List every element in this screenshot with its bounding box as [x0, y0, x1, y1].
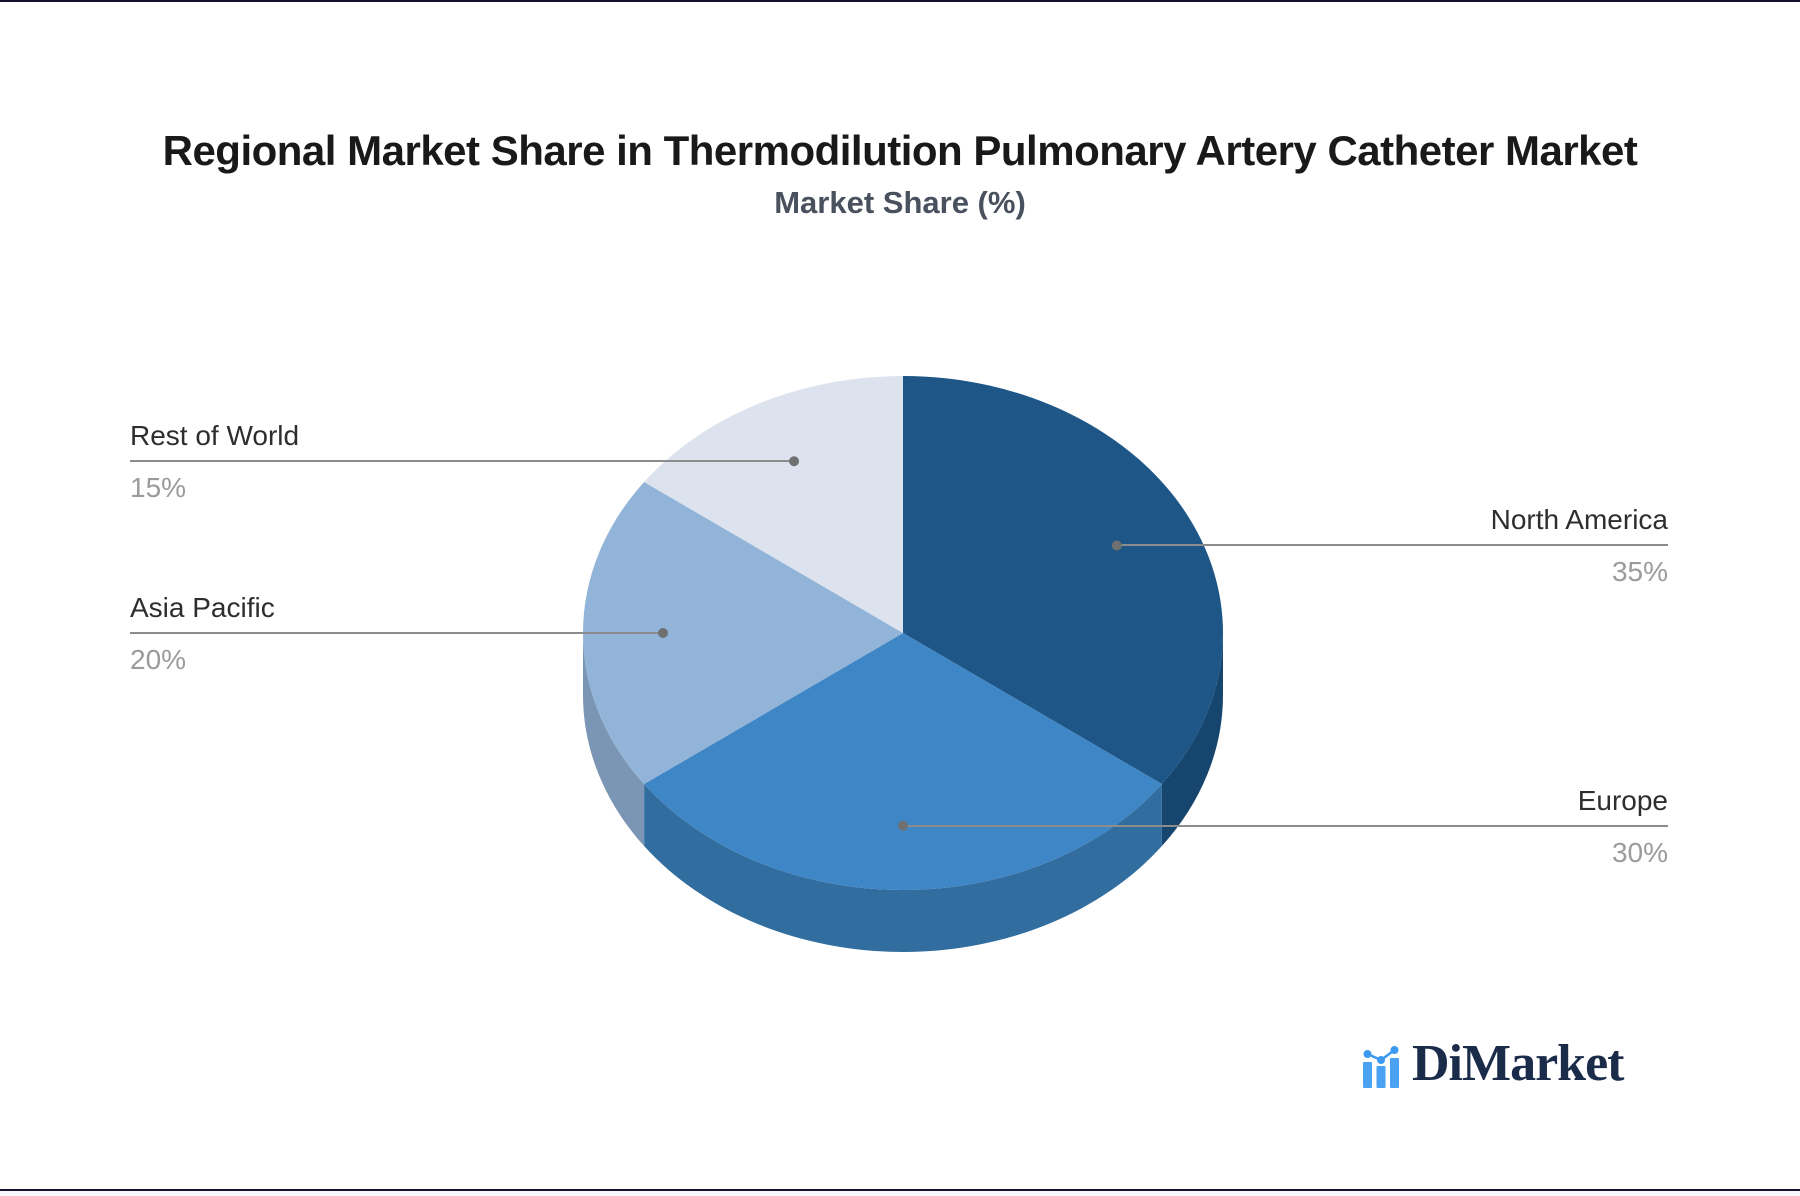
- pie-slice-north-america[interactable]: [903, 376, 1224, 785]
- chart-title: Regional Market Share in Thermodilution …: [162, 127, 1638, 174]
- callout-label: Europe: [1577, 785, 1668, 816]
- callout-asia-pacific: Asia Pacific 20%: [130, 591, 275, 677]
- callout-label: Asia Pacific: [130, 592, 275, 623]
- callout-value: 15%: [130, 472, 187, 503]
- callout-dot-europe: [898, 820, 908, 831]
- bottom-border-rule: [0, 1189, 1800, 1196]
- callout-value: 35%: [1611, 556, 1668, 587]
- pie-slice-side-north-america: [1161, 633, 1223, 847]
- dimarket-logo[interactable]: DiMarket: [1362, 1035, 1624, 1092]
- callout-dot-north-america: [1111, 540, 1122, 551]
- dimarket-logo-text: DiMarket: [1412, 1035, 1624, 1092]
- top-border-rule: [0, 0, 1800, 2]
- callout-europe: Europe 30%: [1578, 784, 1668, 870]
- dimarket-logo-icon: [1363, 1046, 1399, 1088]
- callout-value: 20%: [130, 644, 187, 675]
- callout-rest-of-world: Rest of World 15%: [130, 419, 299, 505]
- callout-label: North America: [1490, 504, 1668, 535]
- callout-north-america: North America 35%: [1491, 503, 1668, 589]
- chart-subtitle: Market Share (%): [774, 185, 1026, 220]
- pie-slice-side-asia-pacific: [583, 633, 645, 847]
- callout-label: Rest of World: [130, 420, 300, 451]
- callout-dot-asia-pacific: [658, 628, 668, 638]
- callout-dot-rest-of-world: [789, 456, 800, 467]
- pie-slice-side-europe: [644, 784, 1162, 952]
- pie-slice-rest-of-world[interactable]: [644, 376, 903, 633]
- callout-value: 30%: [1611, 837, 1668, 868]
- pie-slice-asia-pacific[interactable]: [583, 481, 903, 785]
